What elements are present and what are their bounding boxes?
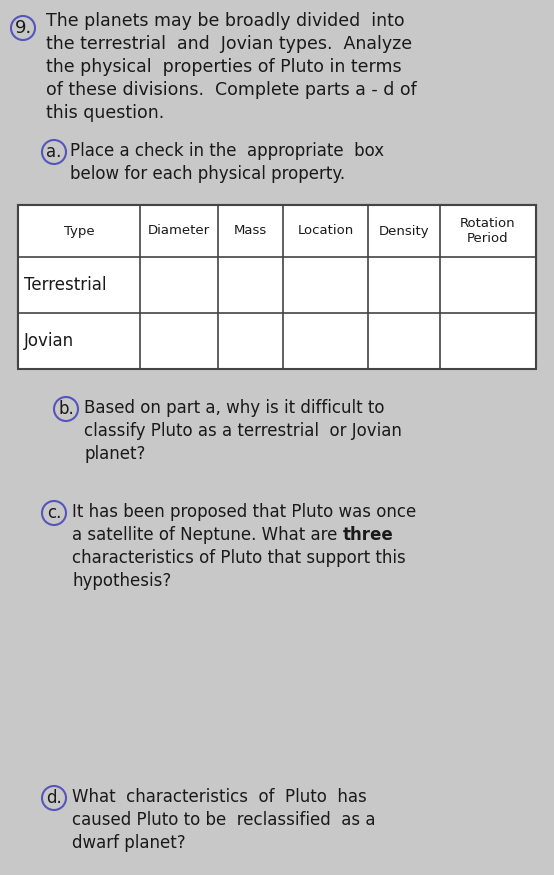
Text: classify Pluto as a terrestrial  or Jovian: classify Pluto as a terrestrial or Jovia… [84,422,402,440]
Text: Diameter: Diameter [148,225,210,237]
Text: Density: Density [379,225,429,237]
Text: this question.: this question. [46,104,164,122]
Text: a.: a. [47,143,61,161]
Text: Jovian: Jovian [24,332,74,350]
Text: below for each physical property.: below for each physical property. [70,165,345,183]
Text: It has been proposed that Pluto was once: It has been proposed that Pluto was once [72,503,416,521]
Text: a satellite of Neptune. What are: a satellite of Neptune. What are [72,526,342,544]
Text: dwarf planet?: dwarf planet? [72,834,186,852]
Text: the physical  properties of Pluto in terms: the physical properties of Pluto in term… [46,58,402,76]
Text: Rotation
Period: Rotation Period [460,217,516,245]
FancyBboxPatch shape [18,205,536,369]
Text: a satellite of Neptune. What are: a satellite of Neptune. What are [72,526,342,544]
Text: caused Pluto to be  reclassified  as a: caused Pluto to be reclassified as a [72,811,376,829]
Text: the terrestrial  and  Jovian types.  Analyze: the terrestrial and Jovian types. Analyz… [46,35,412,53]
Text: three: three [342,526,393,544]
Text: c.: c. [47,504,61,522]
Text: planet?: planet? [84,445,145,463]
FancyBboxPatch shape [18,205,536,365]
Text: What  characteristics  of  Pluto  has: What characteristics of Pluto has [72,788,367,806]
Text: characteristics of Pluto that support this: characteristics of Pluto that support th… [72,549,406,567]
Text: Mass: Mass [234,225,267,237]
Text: of these divisions.  Complete parts a - d of: of these divisions. Complete parts a - d… [46,81,417,99]
Text: Terrestrial: Terrestrial [24,276,106,294]
Text: Location: Location [297,225,353,237]
Text: b.: b. [58,400,74,418]
Text: d.: d. [46,789,62,807]
Text: 9.: 9. [14,19,32,37]
Text: hypothesis?: hypothesis? [72,572,171,590]
Text: Place a check in the  appropriate  box: Place a check in the appropriate box [70,142,384,160]
Text: The planets may be broadly divided  into: The planets may be broadly divided into [46,12,404,30]
Text: Based on part a, why is it difficult to: Based on part a, why is it difficult to [84,399,384,417]
Text: Type: Type [64,225,94,237]
